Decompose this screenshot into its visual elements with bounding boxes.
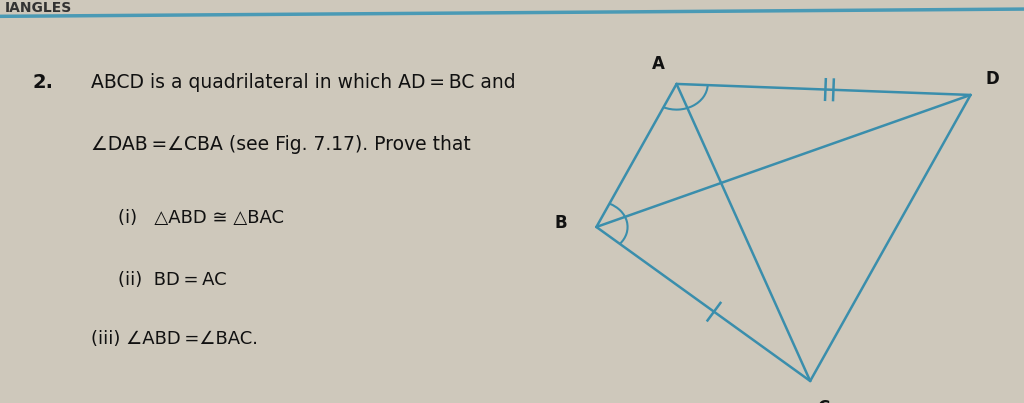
Text: IANGLES: IANGLES [5, 1, 73, 15]
Text: B: B [554, 214, 567, 232]
Text: (i)   △ABD ≅ △BAC: (i) △ABD ≅ △BAC [118, 209, 284, 226]
Text: C: C [817, 399, 829, 403]
Text: ∠DAB =∠CBA (see Fig. 7.17). Prove that: ∠DAB =∠CBA (see Fig. 7.17). Prove that [91, 135, 471, 154]
Text: ABCD is a quadrilateral in which AD = BC and: ABCD is a quadrilateral in which AD = BC… [91, 73, 516, 92]
Text: 2.: 2. [33, 73, 53, 92]
Text: D: D [986, 70, 999, 87]
Text: (iii) ∠ABD =∠BAC.: (iii) ∠ABD =∠BAC. [91, 330, 258, 348]
Text: A: A [652, 55, 666, 73]
Text: (ii)  BD = AC: (ii) BD = AC [118, 271, 226, 289]
